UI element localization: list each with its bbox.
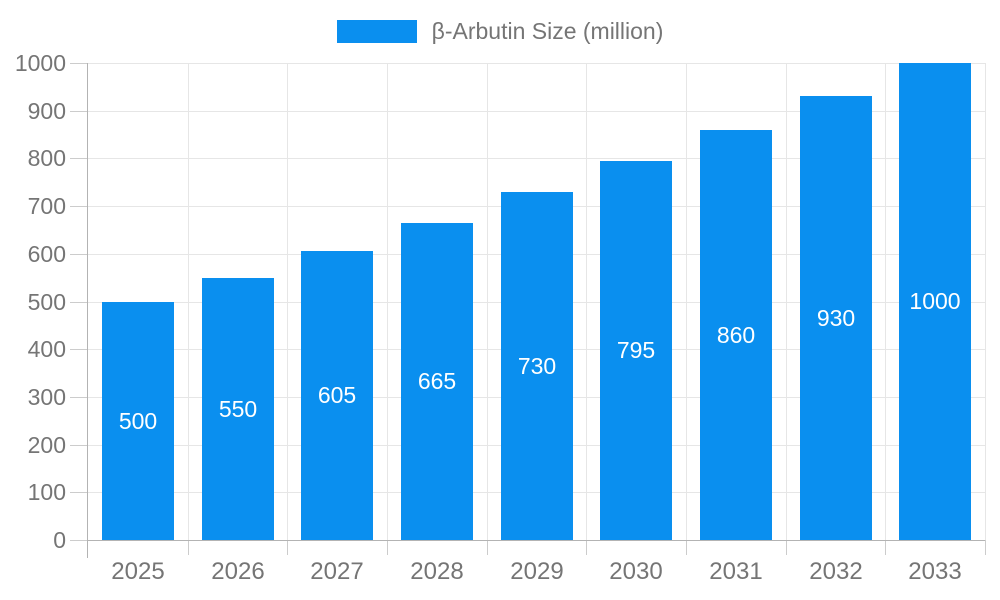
- x-tick-label: 2032: [809, 558, 863, 585]
- h-gridline: [88, 111, 985, 112]
- bar-value-label: 795: [616, 337, 656, 363]
- y-tick: [70, 349, 88, 350]
- bar-value-label: 550: [218, 395, 258, 422]
- bar[interactable]: 1000: [899, 63, 971, 540]
- v-gridline: [686, 63, 687, 540]
- y-tick: [70, 63, 88, 64]
- bar[interactable]: 500: [102, 302, 174, 541]
- bar[interactable]: 860: [700, 130, 772, 540]
- legend-label: β-Arbutin Size (million): [431, 18, 664, 44]
- v-gridline: [287, 63, 288, 540]
- y-tick: [70, 254, 88, 255]
- x-tick: [885, 540, 886, 555]
- y-tick-label: 100: [27, 479, 66, 505]
- y-tick: [70, 492, 88, 493]
- bar[interactable]: 795: [600, 161, 672, 540]
- v-gridline: [786, 63, 787, 540]
- y-tick: [70, 158, 88, 159]
- v-gridline: [188, 63, 189, 540]
- y-tick-label: 1000: [14, 50, 66, 76]
- bar-value-label: 665: [417, 368, 457, 394]
- y-tick-label: 700: [27, 193, 66, 219]
- x-tick: [188, 540, 189, 555]
- bar-value-label: 860: [716, 321, 756, 348]
- y-tick-label: 600: [27, 241, 66, 267]
- bar-value-label: 605: [317, 382, 357, 408]
- bar[interactable]: 605: [301, 251, 373, 540]
- y-tick: [70, 302, 88, 303]
- y-tick: [70, 445, 88, 446]
- x-tick: [287, 540, 288, 555]
- bar[interactable]: 665: [401, 223, 473, 540]
- y-tick-label: 500: [27, 289, 66, 315]
- x-tick-label: 2033: [908, 558, 962, 585]
- y-tick: [70, 540, 88, 541]
- x-tick-label: 2028: [410, 558, 464, 585]
- x-tick-label: 2031: [709, 558, 763, 585]
- h-gridline: [88, 158, 985, 159]
- y-tick: [70, 397, 88, 398]
- bar[interactable]: 550: [202, 278, 274, 540]
- bar[interactable]: 930: [800, 96, 872, 540]
- y-tick-label: 400: [27, 336, 66, 362]
- bar[interactable]: 730: [501, 192, 573, 540]
- x-tick-label: 2027: [310, 558, 364, 585]
- y-tick-label: 0: [53, 527, 66, 553]
- v-gridline: [387, 63, 388, 540]
- x-tick: [487, 540, 488, 555]
- v-gridline: [885, 63, 886, 540]
- y-tick-label: 900: [27, 98, 66, 124]
- y-tick-label: 800: [27, 145, 66, 171]
- bar-value-label: 930: [816, 304, 856, 331]
- v-gridline: [586, 63, 587, 540]
- x-tick: [686, 540, 687, 555]
- x-axis-line: [87, 540, 985, 541]
- x-tick: [985, 540, 986, 555]
- v-gridline: [487, 63, 488, 540]
- x-tick-label: 2025: [111, 558, 165, 585]
- y-tick-label: 200: [27, 432, 66, 458]
- legend-swatch-icon: [336, 20, 417, 43]
- bar-value-label: 500: [118, 408, 158, 434]
- x-tick: [387, 540, 388, 555]
- y-axis-line: [87, 63, 88, 558]
- y-tick-label: 300: [27, 384, 66, 410]
- x-tick-label: 2030: [609, 558, 663, 585]
- bar-value-label: 730: [517, 352, 557, 379]
- y-tick: [70, 111, 88, 112]
- x-tick: [786, 540, 787, 555]
- bar-value-label: 1000: [909, 288, 961, 314]
- y-tick: [70, 206, 88, 207]
- x-tick-label: 2026: [211, 558, 265, 585]
- x-tick: [586, 540, 587, 555]
- h-gridline: [88, 63, 985, 64]
- v-gridline: [985, 63, 986, 540]
- legend[interactable]: β-Arbutin Size (million): [0, 20, 1000, 43]
- x-tick-label: 2029: [510, 558, 564, 585]
